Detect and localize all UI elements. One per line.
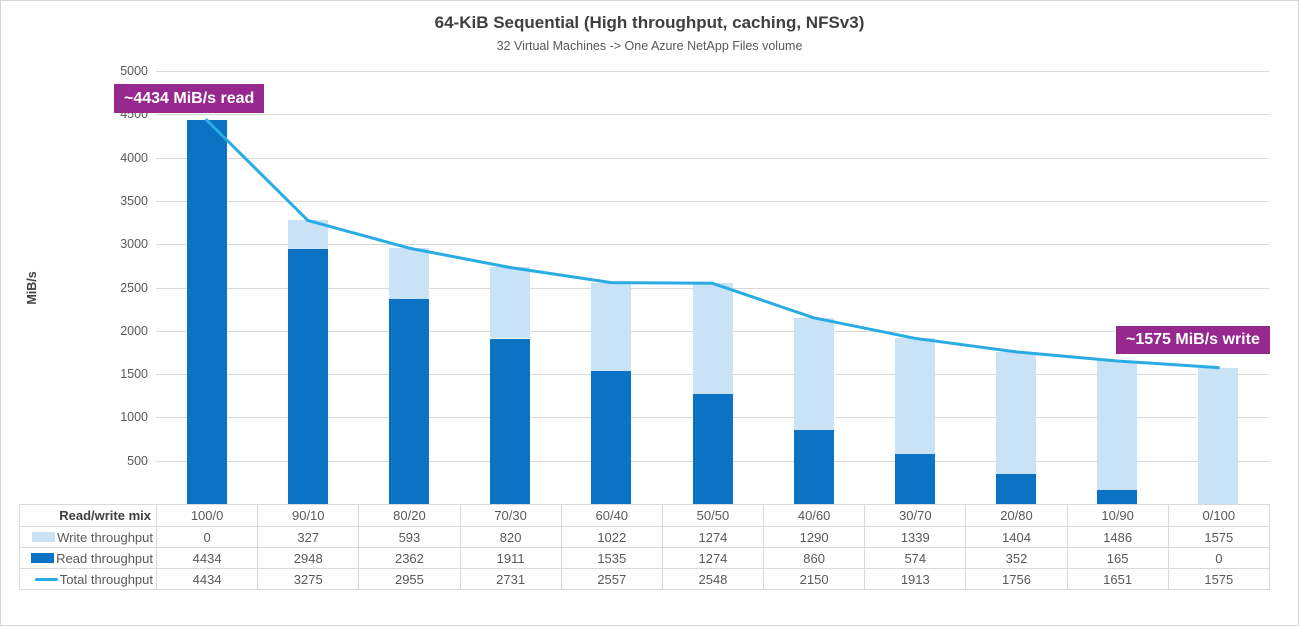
column-header: 70/30 [459, 504, 562, 527]
value-cell: 327 [257, 526, 360, 548]
value-cell: 1404 [965, 526, 1068, 548]
value-cell: 1535 [560, 547, 663, 569]
value-cell: 2557 [560, 568, 663, 590]
write-bar-segment [996, 351, 1037, 474]
series-row-label: Total throughput [59, 571, 153, 587]
value-cell: 2548 [661, 568, 765, 590]
read-bar-segment [287, 248, 328, 504]
data-table: Read/write mix 100/0 90/10 80/20 70/30 60/40 5… [19, 504, 1270, 590]
plot-area [156, 71, 1269, 504]
write-bar-segment [692, 283, 733, 394]
value-cell: 2948 [257, 547, 360, 569]
row-header-label: Read/write mix [59, 508, 151, 523]
column-header: 90/10 [257, 504, 360, 527]
value-cell: 593 [358, 526, 461, 548]
chart-title: 64-KiB Sequential (High throughput, cach… [434, 13, 865, 32]
total-throughput-line [205, 118, 1220, 370]
gridline [156, 244, 1269, 246]
gridline [156, 114, 1269, 116]
value-cell: 820 [459, 526, 562, 548]
write-bar-segment [591, 282, 632, 372]
legend-swatch-write-icon [32, 532, 56, 542]
column-header: 80/20 [358, 504, 461, 527]
series-row-label: Read throughput [56, 550, 153, 566]
value-cell: 1756 [965, 568, 1068, 590]
value-cell: 1022 [560, 526, 663, 548]
y-tick-label: 3500 [120, 193, 148, 208]
value-cell: 0 [1167, 547, 1270, 569]
y-tick-label: 1000 [120, 410, 148, 425]
value-cell: 165 [1066, 547, 1169, 569]
write-callout-badge: ~1575 MiB/s write [1116, 326, 1270, 354]
read-bar-segment [186, 120, 227, 504]
write-bar-segment [1097, 361, 1138, 490]
read-bar-segment [996, 473, 1037, 504]
value-cell: 1913 [864, 568, 967, 590]
column-header: 60/40 [560, 504, 663, 527]
legend-swatch-read-icon [31, 553, 55, 563]
series-label-cell: Write throughput [19, 526, 157, 548]
value-cell: 1911 [459, 547, 562, 569]
value-cell: 860 [763, 547, 866, 569]
y-tick-label: 2500 [120, 280, 148, 295]
column-header: 30/70 [864, 504, 967, 527]
read-bar-segment [591, 371, 632, 504]
column-header: 40/60 [763, 504, 866, 527]
write-bar-segment [388, 248, 429, 300]
table-corner-cell: Read/write mix [19, 504, 157, 527]
value-cell: 1274 [661, 526, 765, 548]
value-cell: 2731 [459, 568, 562, 590]
read-bar-segment [894, 454, 935, 504]
y-tick-label: 1500 [120, 367, 148, 382]
value-cell: 1651 [1066, 568, 1169, 590]
value-cell: 2955 [358, 568, 461, 590]
value-cell: 4434 [155, 547, 259, 569]
value-cell: 352 [965, 547, 1068, 569]
column-header: 10/90 [1066, 504, 1169, 527]
value-cell: 574 [864, 547, 967, 569]
value-cell: 2362 [358, 547, 461, 569]
value-cell: 2150 [763, 568, 866, 590]
read-bar-segment [388, 299, 429, 504]
read-bar-segment [490, 338, 531, 504]
chart-subtitle: 32 Virtual Machines -> One Azure NetApp … [496, 39, 803, 53]
value-cell: 3275 [257, 568, 360, 590]
write-bar-segment [1198, 367, 1239, 504]
column-header: 0/100 [1167, 504, 1270, 527]
value-cell: 4434 [155, 568, 259, 590]
gridline [156, 200, 1269, 202]
write-bar-segment [490, 267, 531, 339]
read-callout-badge: ~4434 MiB/s read [114, 84, 265, 113]
series-row-label: Write throughput [57, 529, 153, 545]
gridline [156, 157, 1269, 159]
write-bar-segment [894, 338, 935, 455]
column-header: 100/0 [155, 504, 259, 527]
column-header: 50/50 [661, 504, 765, 527]
value-cell: 1290 [763, 526, 866, 548]
series-label-cell: Read throughput [19, 547, 157, 569]
read-bar-segment [793, 429, 834, 504]
y-tick-label: 4000 [120, 150, 148, 165]
value-cell: 1339 [864, 526, 967, 548]
value-cell: 1575 [1167, 526, 1270, 548]
y-tick-label: 500 [127, 453, 148, 468]
value-cell: 1486 [1066, 526, 1169, 548]
value-cell: 0 [155, 526, 259, 548]
y-axis-label: MiB/s [25, 271, 39, 305]
y-tick-label: 2000 [120, 323, 148, 338]
y-tick-label: 5000 [120, 64, 148, 78]
gridline [156, 71, 1269, 72]
read-bar-segment [1097, 489, 1138, 504]
legend-swatch-total-line-icon [34, 577, 58, 581]
y-tick-label: 3000 [120, 237, 148, 252]
value-cell: 1575 [1167, 568, 1270, 590]
write-bar-segment [793, 317, 834, 430]
series-label-cell: Total throughput [19, 568, 157, 590]
total-line-path [205, 118, 1220, 370]
value-cell: 1274 [661, 547, 765, 569]
read-bar-segment [692, 393, 733, 504]
column-header: 20/80 [965, 504, 1068, 527]
throughput-table: Read/write mix 100/0 90/10 80/20 70/30 60/40 5… [19, 504, 1270, 590]
